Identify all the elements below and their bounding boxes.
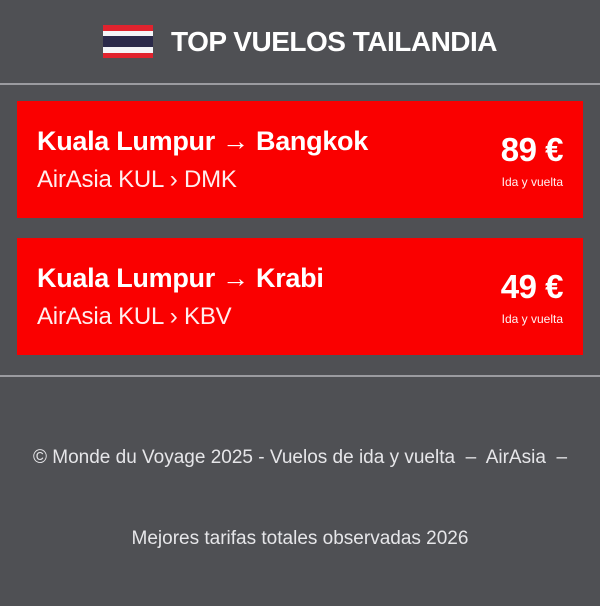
page-title: TOP VUELOS TAILANDIA	[170, 25, 498, 57]
header-divider	[0, 83, 600, 85]
flag-stripe-white	[102, 47, 153, 53]
route-title: Kuala Lumpur → Bangkok	[37, 125, 368, 156]
footer-divider	[0, 375, 600, 377]
flag-stripe-white	[102, 30, 153, 36]
footer-line-2: Mejores tarifas totales observadas 2026	[131, 528, 469, 549]
route-detail: AirAsia KUL › DMK	[37, 165, 237, 193]
flight-card[interactable]: Kuala Lumpur → Krabi AirAsia KUL › KBV 4…	[17, 238, 583, 355]
price: 89 €	[500, 130, 564, 168]
flag-stripe-red	[102, 25, 153, 31]
price-note: Ida y vuelta	[501, 311, 563, 326]
flight-card[interactable]: Kuala Lumpur → Bangkok AirAsia KUL › DMK…	[17, 101, 583, 218]
flag-stripe-blue	[102, 36, 153, 47]
header: TOP VUELOS TAILANDIA	[0, 0, 600, 83]
footer-line-1: © Monde du Voyage 2025 - Vuelos de ida y…	[32, 447, 568, 468]
route-detail: AirAsia KUL › KBV	[37, 302, 232, 330]
flag-stripe-red	[102, 52, 153, 58]
thailand-flag-icon	[102, 25, 153, 58]
flight-cards-list: Kuala Lumpur → Bangkok AirAsia KUL › DMK…	[0, 85, 600, 355]
flight-card-left: Kuala Lumpur → Bangkok AirAsia KUL › DMK	[37, 126, 368, 194]
route-title: Kuala Lumpur → Krabi	[37, 262, 324, 293]
flight-card-price-column: 49 € Ida y vuelta	[500, 267, 564, 326]
footer: © Monde du Voyage 2025 - Vuelos de ida y…	[0, 377, 600, 606]
flight-card-left: Kuala Lumpur → Krabi AirAsia KUL › KBV	[37, 263, 324, 331]
price-note: Ida y vuelta	[501, 174, 563, 189]
price: 49 €	[500, 267, 564, 305]
flight-card-price-column: 89 € Ida y vuelta	[500, 130, 564, 189]
